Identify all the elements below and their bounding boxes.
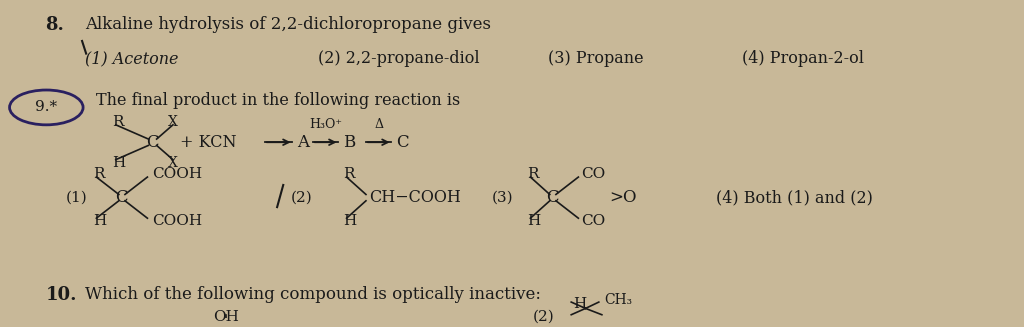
Text: B: B	[343, 134, 355, 151]
Text: C: C	[116, 189, 128, 206]
Text: 8.: 8.	[45, 16, 65, 34]
Text: R: R	[112, 115, 123, 129]
Text: R: R	[343, 167, 355, 181]
Text: CH₃: CH₃	[604, 294, 632, 307]
Text: >O: >O	[609, 189, 637, 206]
Text: COOH: COOH	[153, 167, 203, 181]
Text: H: H	[573, 297, 587, 311]
Text: R: R	[527, 167, 539, 181]
Text: OH: OH	[213, 310, 239, 324]
Text: H: H	[527, 215, 541, 228]
Text: H: H	[93, 215, 106, 228]
Text: (4) Both (1) and (2): (4) Both (1) and (2)	[716, 189, 873, 206]
Text: CO: CO	[582, 215, 605, 228]
Text: (3) Propane: (3) Propane	[548, 50, 643, 67]
Text: C: C	[396, 134, 410, 151]
Text: Which of the following compound is optically inactive:: Which of the following compound is optic…	[85, 286, 541, 303]
Text: C: C	[547, 189, 559, 206]
Text: (2) 2,2-propane-diol: (2) 2,2-propane-diol	[318, 50, 479, 67]
Text: Δ: Δ	[375, 118, 384, 131]
Text: (2): (2)	[532, 310, 554, 324]
Text: The final product in the following reaction is: The final product in the following react…	[96, 92, 461, 109]
Text: R: R	[93, 167, 104, 181]
Text: Alkaline hydrolysis of 2,2-dichloropropane gives: Alkaline hydrolysis of 2,2-dichloropropa…	[85, 16, 492, 33]
Text: X: X	[168, 115, 178, 129]
Text: CO: CO	[582, 167, 605, 181]
Text: X: X	[168, 156, 178, 170]
Text: 9.*: 9.*	[35, 100, 57, 114]
Text: A: A	[298, 134, 309, 151]
Text: H: H	[343, 215, 356, 228]
Text: H: H	[112, 156, 125, 170]
Text: (1): (1)	[66, 191, 87, 205]
Text: H₃O⁺: H₃O⁺	[309, 118, 343, 131]
Text: 10.: 10.	[45, 286, 77, 304]
Text: (2): (2)	[291, 191, 312, 205]
Text: C: C	[146, 134, 159, 151]
Text: (1) Acetone: (1) Acetone	[85, 50, 178, 67]
Text: CH−COOH: CH−COOH	[369, 189, 461, 206]
Text: (4) Propan-2-ol: (4) Propan-2-ol	[741, 50, 864, 67]
Text: + KCN: + KCN	[180, 134, 237, 151]
Text: (3): (3)	[492, 191, 513, 205]
Text: COOH: COOH	[153, 215, 203, 228]
